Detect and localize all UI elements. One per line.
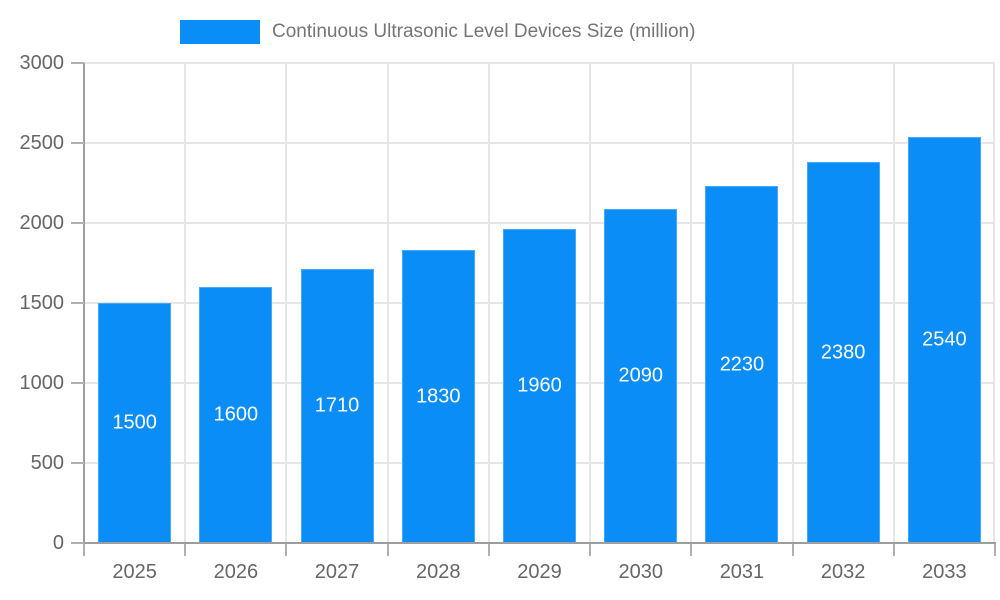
gridline-horizontal: [84, 62, 995, 64]
y-axis-tick: [71, 62, 84, 64]
y-axis-tick: [71, 382, 84, 384]
gridline-horizontal: [84, 222, 995, 224]
bar[interactable]: 1960: [503, 229, 576, 543]
bar[interactable]: 2230: [705, 186, 779, 543]
x-axis-tick: [892, 544, 895, 556]
bar-value-label: 2090: [618, 364, 663, 387]
bar[interactable]: 1500: [98, 303, 172, 543]
bar-value-label: 1710: [314, 394, 360, 417]
x-axis-tick-label: 2031: [719, 561, 765, 583]
x-axis-tick-label: 2030: [618, 561, 663, 583]
bar-value-label: 2540: [922, 328, 967, 351]
x-axis-tick: [589, 544, 592, 556]
legend: Continuous Ultrasonic Level Devices Size…: [180, 20, 695, 44]
legend-swatch[interactable]: [180, 20, 260, 44]
bar[interactable]: 2090: [604, 208, 678, 543]
gridline-vertical: [791, 63, 794, 543]
gridline-vertical: [892, 63, 895, 543]
bar-value-label: 1960: [517, 374, 562, 397]
x-axis-tick-label: 2032: [820, 561, 866, 583]
gridline-vertical: [285, 63, 288, 543]
gridline-vertical: [184, 63, 187, 543]
y-axis-tick: [71, 142, 84, 144]
y-axis-tick-label: 1500: [19, 292, 65, 314]
x-axis-line: [83, 542, 996, 544]
y-axis-tick: [71, 222, 84, 224]
x-axis-tick: [386, 544, 389, 556]
x-axis-tick-label: 2026: [213, 561, 259, 583]
x-axis-tick: [487, 544, 490, 556]
x-axis-tick: [690, 544, 693, 556]
bar[interactable]: 1710: [300, 269, 374, 543]
x-axis-tick-label: 2025: [112, 561, 157, 583]
y-axis-tick-label: 1000: [19, 372, 65, 394]
y-axis-tick-label: 2000: [19, 212, 65, 234]
legend-label[interactable]: Continuous Ultrasonic Level Devices Size…: [272, 21, 696, 42]
bar[interactable]: 1830: [401, 250, 475, 543]
gridline-vertical: [993, 63, 995, 543]
x-axis-tick-label: 2028: [416, 561, 461, 583]
y-axis-line: [83, 63, 85, 544]
bar[interactable]: 1600: [199, 287, 273, 543]
gridline-vertical: [487, 63, 490, 543]
bar-value-label: 1500: [112, 411, 157, 434]
x-axis-tick: [184, 544, 187, 556]
gridline-horizontal: [84, 142, 995, 144]
y-axis-tick: [71, 542, 84, 544]
y-axis-tick: [71, 302, 84, 304]
y-axis-tick-label: 3000: [19, 52, 65, 74]
gridline-vertical: [589, 63, 592, 543]
x-axis-tick-label: 2033: [922, 561, 967, 583]
bar[interactable]: 2380: [806, 162, 880, 543]
bar-value-label: 2380: [820, 341, 866, 364]
bar-value-label: 2230: [719, 353, 765, 376]
x-axis-tick: [791, 544, 794, 556]
x-axis-tick: [994, 544, 996, 556]
x-axis-tick-label: 2027: [314, 561, 360, 583]
y-axis-tick: [71, 462, 84, 464]
y-axis-tick-label: 500: [30, 452, 64, 474]
gridline-vertical: [386, 63, 389, 543]
bar-value-label: 1600: [213, 403, 259, 426]
bar-value-label: 1830: [416, 385, 461, 408]
y-axis-tick-label: 0: [52, 532, 64, 554]
bar[interactable]: 2540: [907, 136, 981, 543]
gridline-vertical: [690, 63, 693, 543]
x-axis-tick: [285, 544, 288, 556]
x-axis-tick: [83, 544, 85, 556]
x-axis-tick-label: 2029: [517, 561, 562, 583]
y-axis-tick-label: 2500: [19, 132, 65, 154]
plot-area: 1500 1600 1710 1830 1960 2090 2230 2380 2540: [84, 62, 995, 543]
